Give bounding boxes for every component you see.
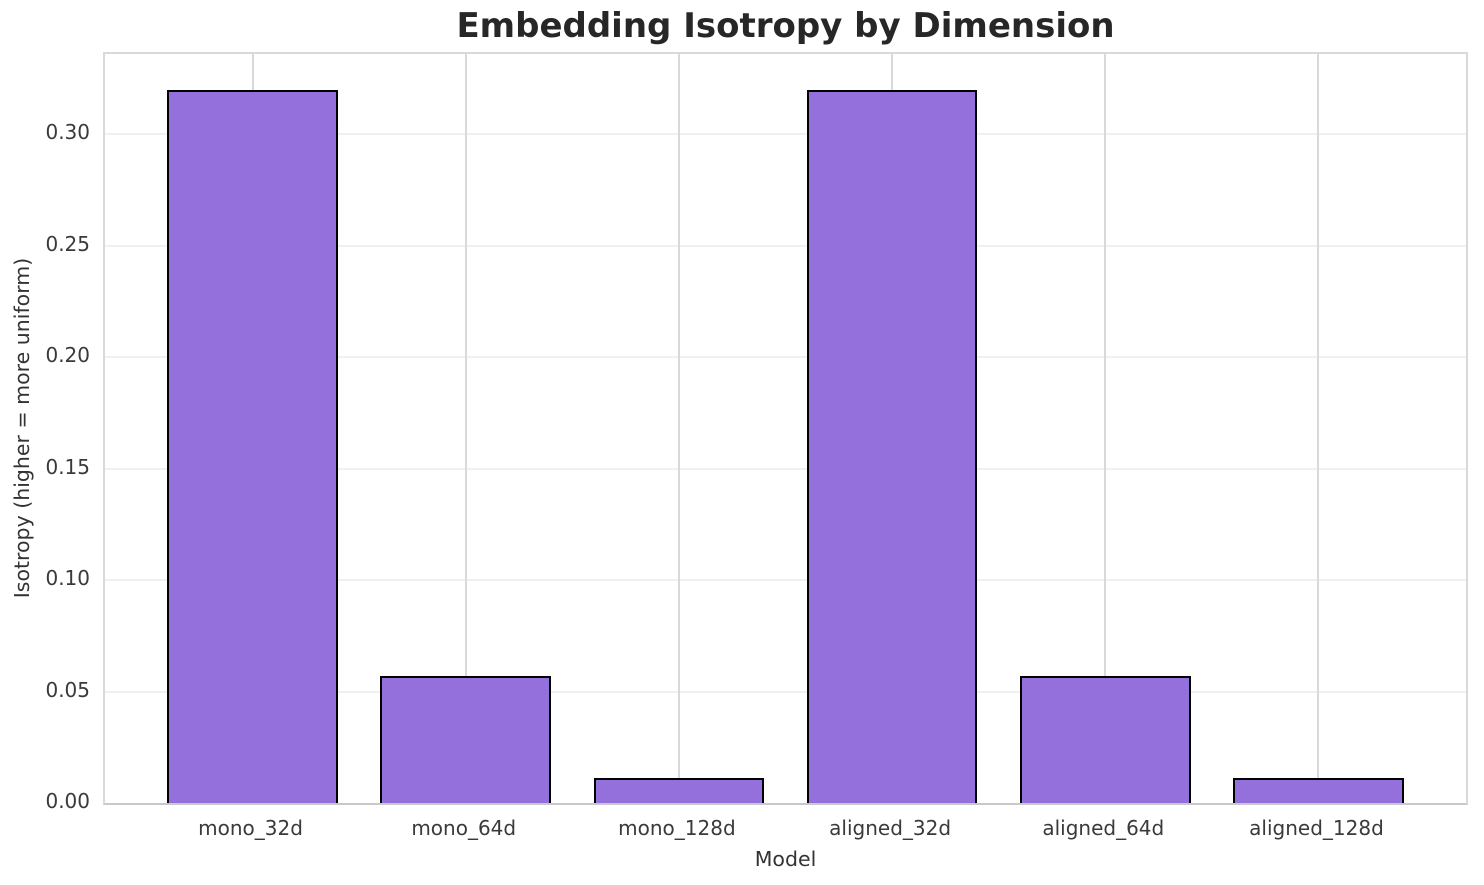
y-tick-labels: 0.00 0.05 0.10 0.15 0.20 0.25 0.30	[0, 52, 103, 813]
horizontal-gridline	[105, 690, 1466, 693]
chart-title: Embedding Isotropy by Dimension	[456, 6, 1115, 46]
vertical-gridline	[1104, 54, 1107, 803]
bar-aligned_128d	[1233, 778, 1404, 803]
vertical-gridline	[464, 54, 467, 803]
horizontal-gridline	[105, 244, 1466, 247]
y-tick-label: 0.15	[45, 454, 90, 479]
x-tick-label: mono_32d	[198, 816, 303, 840]
x-tick-label: aligned_128d	[1249, 816, 1384, 840]
x-axis-label: Model	[754, 847, 817, 871]
horizontal-gridline	[105, 356, 1466, 359]
y-tick-label: 0.30	[45, 120, 90, 145]
x-tick-labels: mono_32d mono_64d mono_128d aligned_32d alig…	[103, 816, 1468, 844]
horizontal-gridline	[105, 579, 1466, 582]
bar-aligned_32d	[806, 89, 978, 803]
vertical-gridline	[1317, 54, 1320, 803]
y-tick-label: 0.20	[45, 343, 90, 368]
y-tick-label: 0.00	[45, 789, 90, 813]
bar-mono_32d	[167, 89, 338, 803]
x-tick-label: aligned_32d	[829, 816, 952, 840]
x-tick-label: mono_128d	[618, 816, 736, 840]
y-tick-label: 0.05	[45, 677, 90, 702]
vertical-gridline	[677, 54, 680, 803]
x-tick-label: mono_64d	[411, 816, 517, 840]
y-tick-label: 0.10	[45, 566, 90, 591]
y-tick-label: 0.25	[45, 231, 90, 256]
plot-area	[103, 52, 1468, 805]
bar-aligned_64d	[1020, 675, 1191, 803]
horizontal-gridline	[105, 467, 1466, 470]
x-tick-label: aligned_64d	[1042, 816, 1165, 840]
bar-mono_64d	[380, 675, 551, 803]
horizontal-gridline	[105, 133, 1466, 136]
bar-mono_128d	[593, 778, 765, 803]
